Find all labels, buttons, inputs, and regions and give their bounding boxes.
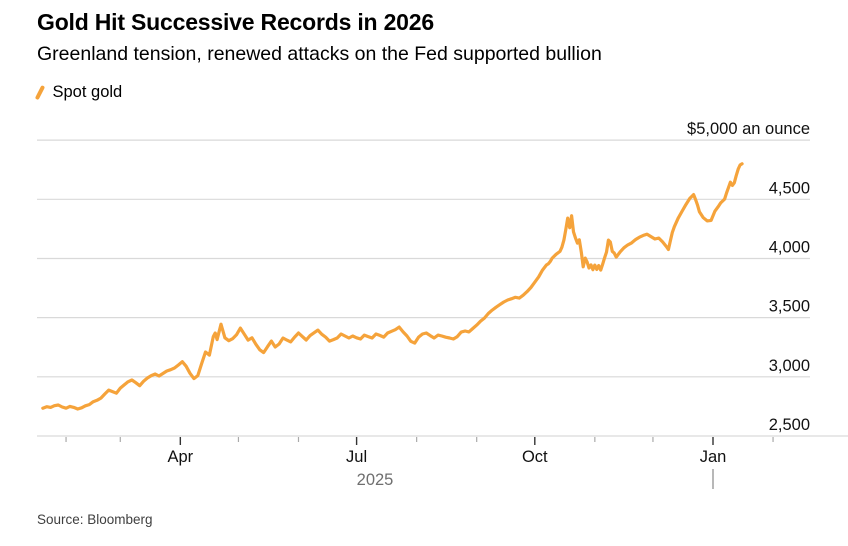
chart-subtitle: Greenland tension, renewed attacks on th… (37, 43, 602, 65)
y-tick-label: 4,500 (769, 179, 810, 197)
price-line (41, 162, 744, 411)
source-note: Source: Bloomberg (37, 512, 153, 527)
y-tick-label: 4,000 (769, 238, 810, 256)
x-tick-label: Oct (522, 448, 548, 466)
legend-label: Spot gold (52, 82, 123, 101)
year-label: 2025 (357, 471, 394, 489)
page-title: Gold Hit Successive Records in 2026 (37, 9, 434, 35)
x-tick-label: Apr (167, 448, 193, 466)
y-tick-label: 2,500 (769, 416, 810, 434)
y-tick-label: 3,000 (769, 357, 810, 375)
x-tick-label: Jul (346, 448, 367, 466)
legend: Spot gold (34, 82, 123, 102)
x-tick-label: Jan (700, 448, 727, 466)
y-tick-label: 3,500 (769, 298, 810, 316)
y-tick-label: $5,000 an ounce (687, 120, 810, 138)
